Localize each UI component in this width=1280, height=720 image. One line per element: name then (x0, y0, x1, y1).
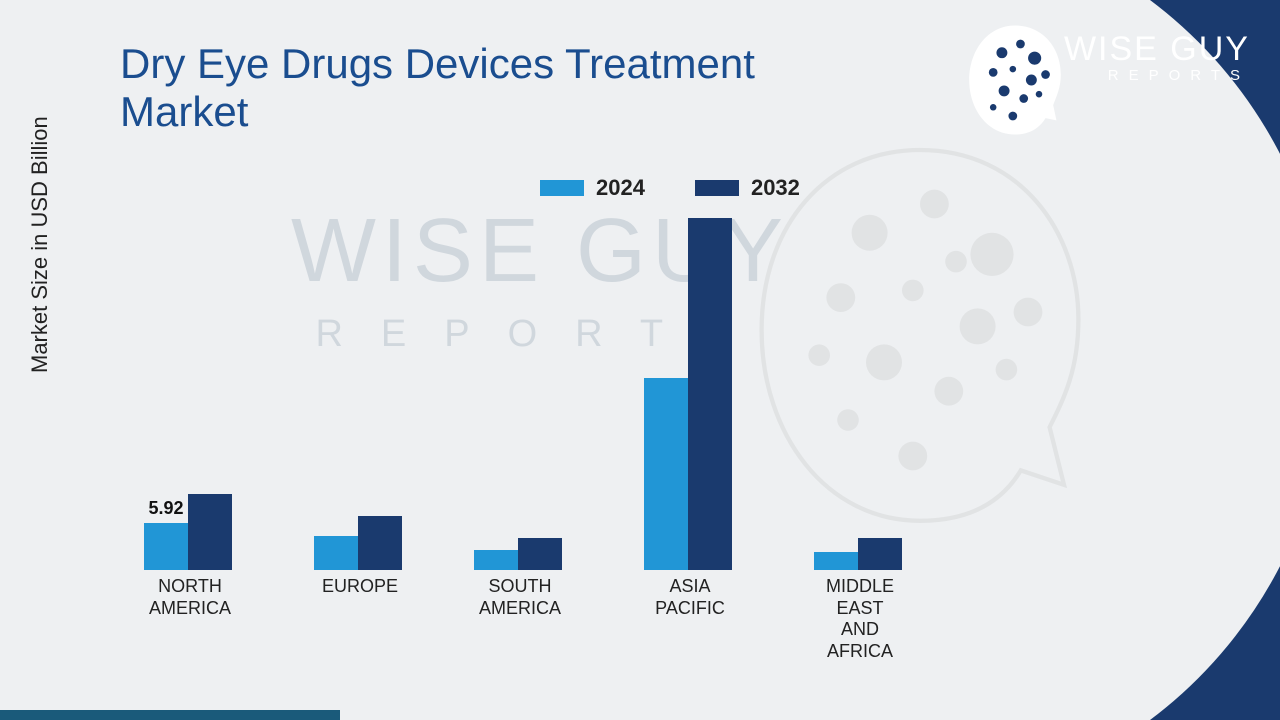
bar-2024 (314, 536, 358, 570)
x-axis-label: MIDDLEEASTANDAFRICA (790, 576, 930, 662)
bar-2024 (474, 550, 518, 570)
legend-label-2024: 2024 (596, 175, 645, 201)
brand-head-icon (960, 20, 1070, 140)
x-axis-label: SOUTHAMERICA (450, 576, 590, 619)
bar-2032 (188, 494, 232, 570)
legend-label-2032: 2032 (751, 175, 800, 201)
brand-name: WISE GUY (1064, 30, 1250, 69)
legend-item-2024: 2024 (540, 175, 645, 201)
y-axis-label: Market Size in USD Billion (27, 116, 53, 373)
brand-subtitle: REPORTS (1064, 67, 1250, 84)
x-axis-label: EUROPE (290, 576, 430, 598)
chart-legend: 2024 2032 (540, 175, 800, 201)
bar-2024: 5.92 (144, 523, 188, 570)
chart-title: Dry Eye Drugs Devices Treatment Market (120, 40, 880, 137)
bar-value-label: 5.92 (136, 498, 196, 519)
chart-plot-area: 5.92 (120, 210, 980, 570)
footer-accent-bar (0, 710, 340, 720)
bar-2032 (858, 538, 902, 570)
legend-item-2032: 2032 (695, 175, 800, 201)
bar-2024 (644, 378, 688, 570)
x-axis-label: ASIAPACIFIC (620, 576, 760, 619)
legend-swatch-2032 (695, 180, 739, 196)
legend-swatch-2024 (540, 180, 584, 196)
bar-2032 (358, 516, 402, 570)
x-axis-label: NORTHAMERICA (120, 576, 260, 619)
bar-2024 (814, 552, 858, 570)
bar-2032 (518, 538, 562, 570)
bar-2032 (688, 218, 732, 570)
brand-logo: WISE GUY REPORTS (1064, 30, 1250, 84)
